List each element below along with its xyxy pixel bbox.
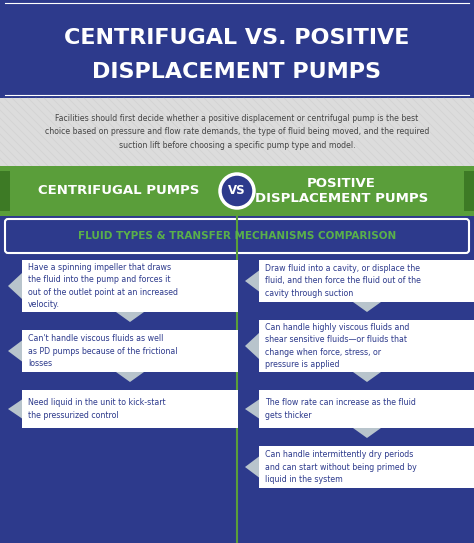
Text: Have a spinning impeller that draws
the fluid into the pump and forces it
out of: Have a spinning impeller that draws the … [28,263,178,309]
FancyBboxPatch shape [259,446,474,488]
FancyBboxPatch shape [0,98,474,166]
Text: POSITIVE
DISPLACEMENT PUMPS: POSITIVE DISPLACEMENT PUMPS [255,177,428,205]
Polygon shape [116,372,144,382]
Polygon shape [353,302,381,312]
FancyBboxPatch shape [259,260,474,302]
FancyBboxPatch shape [259,320,474,372]
FancyBboxPatch shape [0,171,10,211]
FancyBboxPatch shape [0,166,474,216]
Text: The flow rate can increase as the fluid
gets thicker: The flow rate can increase as the fluid … [265,399,416,420]
Polygon shape [8,273,22,299]
Text: Need liquid in the unit to kick-start
the pressurized control: Need liquid in the unit to kick-start th… [28,399,165,420]
FancyBboxPatch shape [5,219,469,253]
Text: DISPLACEMENT PUMPS: DISPLACEMENT PUMPS [92,62,382,82]
FancyBboxPatch shape [259,390,474,428]
Text: Facilities should first decide whether a positive displacement or centrifugal pu: Facilities should first decide whether a… [45,114,429,150]
Polygon shape [245,457,259,477]
FancyBboxPatch shape [22,330,238,372]
Polygon shape [353,428,381,438]
Text: FLUID TYPES & TRANSFER MECHANISMS COMPARISON: FLUID TYPES & TRANSFER MECHANISMS COMPAR… [78,231,396,241]
Circle shape [220,174,254,208]
Text: Can't handle viscous fluids as well
as PD pumps because of the frictional
losses: Can't handle viscous fluids as well as P… [28,334,177,368]
FancyBboxPatch shape [22,390,238,428]
Text: Draw fluid into a cavity, or displace the
fluid, and then force the fluid out of: Draw fluid into a cavity, or displace th… [265,264,421,298]
Text: CENTRIFUGAL PUMPS: CENTRIFUGAL PUMPS [38,185,199,198]
Text: Can handle intermittently dry periods
and can start without being primed by
liqu: Can handle intermittently dry periods an… [265,450,417,484]
FancyBboxPatch shape [464,171,474,211]
Polygon shape [116,312,144,322]
Polygon shape [353,372,381,382]
FancyBboxPatch shape [22,260,238,312]
Polygon shape [245,400,259,419]
Text: CENTRIFUGAL VS. POSITIVE: CENTRIFUGAL VS. POSITIVE [64,28,410,48]
Polygon shape [8,340,22,362]
Polygon shape [245,270,259,292]
Polygon shape [245,333,259,359]
Text: Can handle highly viscous fluids and
shear sensitive fluids—or fluids that
chang: Can handle highly viscous fluids and she… [265,323,410,369]
Polygon shape [8,400,22,419]
Text: VS: VS [228,185,246,198]
